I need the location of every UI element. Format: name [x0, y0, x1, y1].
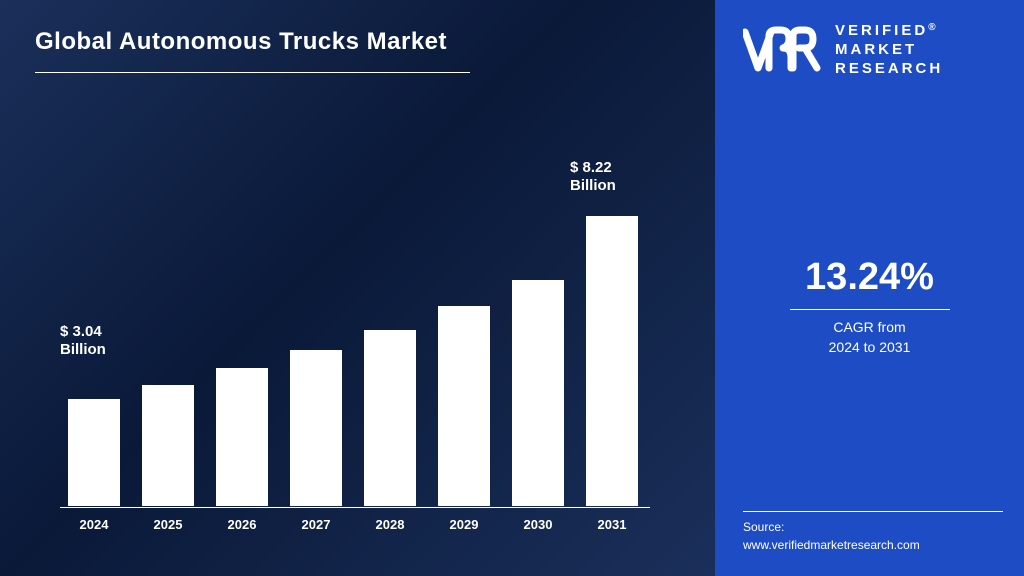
source-label: Source: [743, 518, 1003, 536]
logo-line-1: VERIFIED [835, 22, 928, 39]
cagr-block: 13.24% CAGR from 2024 to 2031 [715, 256, 1024, 357]
bar-rect [142, 385, 194, 506]
source-divider [743, 511, 1003, 512]
x-axis-label: 2031 [586, 517, 638, 532]
info-panel: VERIFIED® MARKET RESEARCH 13.24% CAGR fr… [715, 0, 1024, 576]
cagr-label-line1: CAGR from [833, 319, 905, 335]
registered-mark: ® [928, 22, 935, 33]
bar [586, 216, 638, 506]
bar [290, 350, 342, 506]
callout-last-value: $ 8.22 [570, 159, 616, 178]
bar [438, 306, 490, 506]
x-axis-label: 2026 [216, 517, 268, 532]
bar-rect [68, 399, 120, 506]
bar [512, 280, 564, 506]
bar-rect [290, 350, 342, 506]
x-axis-labels: 2024 2025 2026 2027 2028 2029 2030 2031 [60, 517, 650, 532]
source-block: Source: www.verifiedmarketresearch.com [743, 511, 1003, 554]
chart-title: Global Autonomous Trucks Market [35, 28, 680, 56]
bar-rect [216, 368, 268, 506]
x-axis-label: 2028 [364, 517, 416, 532]
x-axis-label: 2029 [438, 517, 490, 532]
logo-text: VERIFIED® MARKET RESEARCH [835, 22, 943, 78]
bar-rect [364, 330, 416, 506]
x-axis-line [60, 507, 650, 508]
x-axis-label: 2024 [68, 517, 120, 532]
cagr-label-line2: 2024 to 2031 [829, 339, 911, 355]
logo-line-2: MARKET [835, 41, 917, 58]
logo-line-3: RESEARCH [835, 60, 943, 77]
title-underline [35, 72, 470, 73]
source-url: www.verifiedmarketresearch.com [743, 536, 1003, 554]
bar [68, 399, 120, 506]
x-axis-label: 2027 [290, 517, 342, 532]
bar [216, 368, 268, 506]
cagr-value: 13.24% [715, 256, 1024, 299]
bar [364, 330, 416, 506]
x-axis-label: 2025 [142, 517, 194, 532]
chart-panel: Global Autonomous Trucks Market $ 3.04 B… [0, 0, 715, 576]
vmr-logo-icon [743, 26, 821, 74]
cagr-label: CAGR from 2024 to 2031 [715, 318, 1024, 357]
cagr-divider [790, 309, 950, 310]
bars-container [60, 176, 650, 506]
bar-rect [512, 280, 564, 506]
logo: VERIFIED® MARKET RESEARCH [743, 22, 1004, 78]
x-axis-label: 2030 [512, 517, 564, 532]
bar-rect [438, 306, 490, 506]
bar [142, 385, 194, 506]
bar-rect [586, 216, 638, 506]
bar-chart: $ 3.04 Billion $ 8.22 Billion 2024202520… [60, 148, 650, 528]
